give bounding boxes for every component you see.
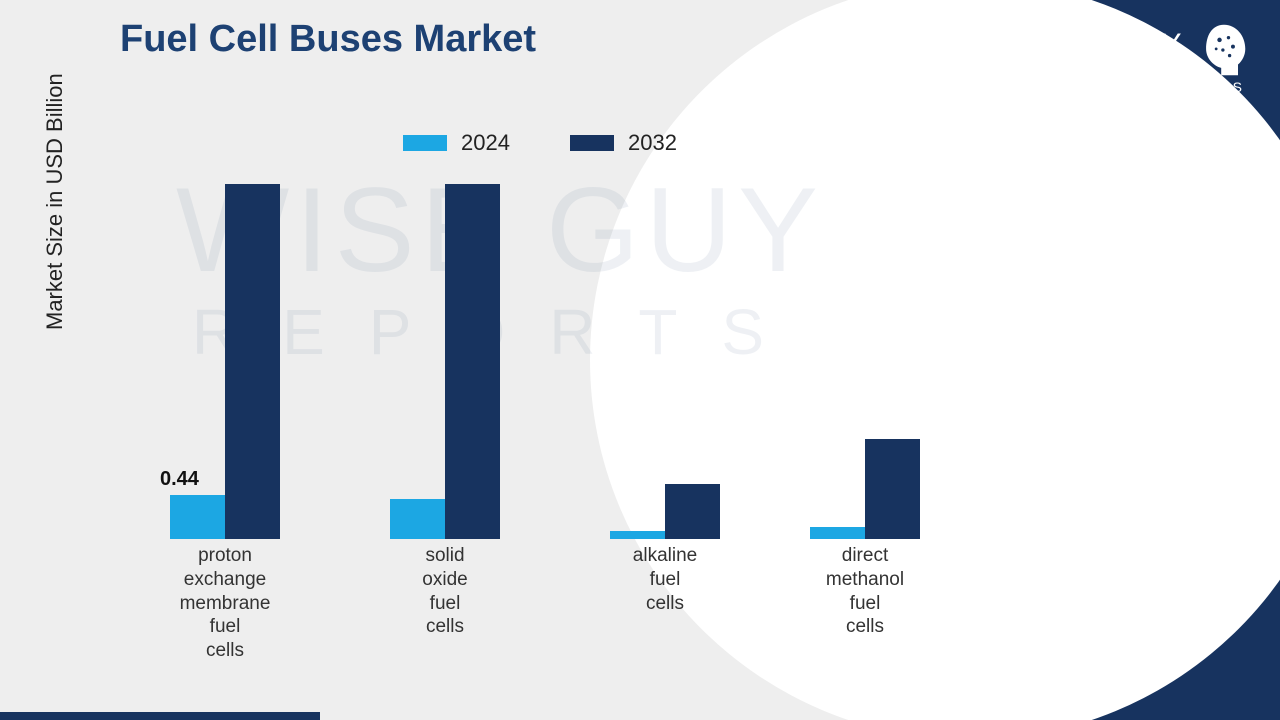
bar-2032 [665, 484, 720, 539]
bar-2024 [610, 531, 665, 539]
legend-label-2032: 2032 [628, 130, 677, 156]
category-label: alkalinefuelcells [590, 544, 740, 615]
legend-swatch-2032 [570, 135, 614, 151]
plot-region: 0.44 [130, 180, 970, 540]
logo-head-icon [1196, 22, 1252, 78]
legend-item-2024: 2024 [403, 130, 510, 156]
bar-2032 [225, 184, 280, 539]
category-label: solidoxidefuelcells [370, 544, 520, 639]
bar-2032 [865, 439, 920, 539]
legend-swatch-2024 [403, 135, 447, 151]
logo-line2: R E P O R T S [1004, 80, 1252, 94]
legend-label-2024: 2024 [461, 130, 510, 156]
chart-title: Fuel Cell Buses Market [120, 18, 536, 61]
category-label: protonexchangemembranefuelcells [150, 544, 300, 663]
legend: 2024 2032 [90, 130, 990, 156]
chart-canvas: WISE GUY R E P O R T S Fuel Cell Buses M… [0, 0, 1280, 720]
chart-area: Market Size in USD Billion 2024 2032 0.4… [90, 130, 990, 700]
bar-2024 [170, 495, 225, 539]
category-label: directmethanolfuelcells [790, 544, 940, 639]
logo-line1: WISE GUY [1004, 28, 1186, 61]
bar-2032 [445, 184, 500, 539]
brand-logo: WISE GUY R E P O R T S [1004, 22, 1252, 94]
bottom-accent [0, 712, 320, 720]
value-label: 0.44 [160, 468, 199, 491]
bar-2024 [390, 499, 445, 539]
y-axis-label: Market Size in USD Billion [42, 73, 68, 330]
bar-2024 [810, 527, 865, 539]
legend-item-2032: 2032 [570, 130, 677, 156]
